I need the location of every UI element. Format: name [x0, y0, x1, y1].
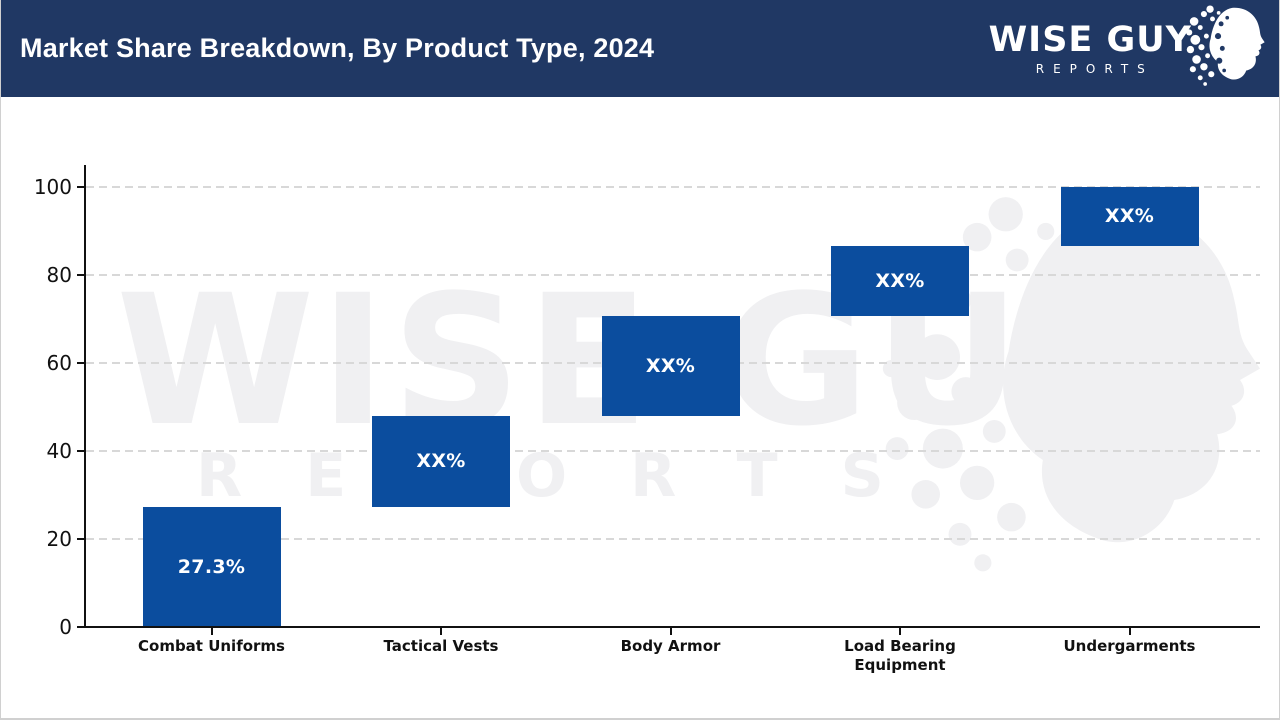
- y-tick-label: 80: [46, 263, 72, 287]
- plot-area: 0 20 40 60 80 100 27.3% Combat Uniforms XX% Tacti…: [0, 97, 1280, 720]
- y-tick-label: 60: [46, 351, 72, 375]
- bar-tactical-vests: XX%: [372, 415, 510, 507]
- y-tick-label: 40: [46, 439, 72, 463]
- y-tick-mark: [77, 450, 84, 452]
- logo-subtext: REPORTS: [1035, 61, 1154, 76]
- logo-wordmark: WISE GUY: [988, 19, 1192, 60]
- gridline-80: [86, 274, 1260, 276]
- bar-combat-uniforms: 27.3%: [142, 506, 281, 627]
- wiseguy-logo: WISE GUY REPORTS: [989, 3, 1280, 95]
- bar-body-armor: XX%: [601, 315, 740, 416]
- x-axis-line: [84, 626, 1260, 628]
- bar-value-label: XX%: [416, 450, 466, 473]
- y-tick-label: 0: [59, 615, 72, 639]
- x-category-label: Tactical Vests: [383, 637, 499, 655]
- y-tick-mark: [77, 626, 84, 628]
- x-tick-mark: [899, 628, 901, 635]
- x-category-label: Combat Uniforms: [138, 637, 285, 655]
- x-tick-mark: [210, 628, 213, 635]
- y-tick-mark: [77, 274, 84, 276]
- bar-load-bearing-equipment: XX%: [831, 245, 969, 316]
- gridline-100: [86, 186, 1260, 188]
- bar-undergarments: XX%: [1060, 187, 1199, 246]
- bar-value-label: XX%: [875, 269, 925, 292]
- gridline-20: [86, 538, 1260, 540]
- x-tick-mark: [1128, 628, 1131, 635]
- y-tick-label: 20: [46, 527, 72, 551]
- y-axis-line: [84, 165, 86, 627]
- x-tick-mark: [440, 628, 442, 635]
- y-tick-mark: [77, 538, 84, 540]
- header-bar: Market Share Breakdown, By Product Type,…: [0, 0, 1280, 97]
- bar-value-label: XX%: [1104, 205, 1155, 228]
- page-title: Market Share Breakdown, By Product Type,…: [20, 33, 655, 63]
- x-category-label: Body Armor: [620, 637, 721, 655]
- gridline-40: [86, 450, 1260, 452]
- wiseguy-logo-text: WISE GUY REPORTS: [988, 19, 1192, 76]
- x-category-label: Undergarments: [1063, 637, 1196, 655]
- y-tick-mark: [77, 186, 84, 188]
- y-tick-mark: [77, 362, 84, 364]
- bar-value-label: 27.3%: [177, 555, 246, 578]
- x-category-label: Load Bearing Equipment: [844, 637, 956, 674]
- y-tick-label: 100: [33, 175, 72, 199]
- watermark-subtext: REPORTS: [196, 441, 947, 511]
- wiseguy-face-logo-icon: [1186, 4, 1265, 86]
- bar-value-label: XX%: [645, 354, 696, 377]
- x-tick-mark: [669, 628, 672, 635]
